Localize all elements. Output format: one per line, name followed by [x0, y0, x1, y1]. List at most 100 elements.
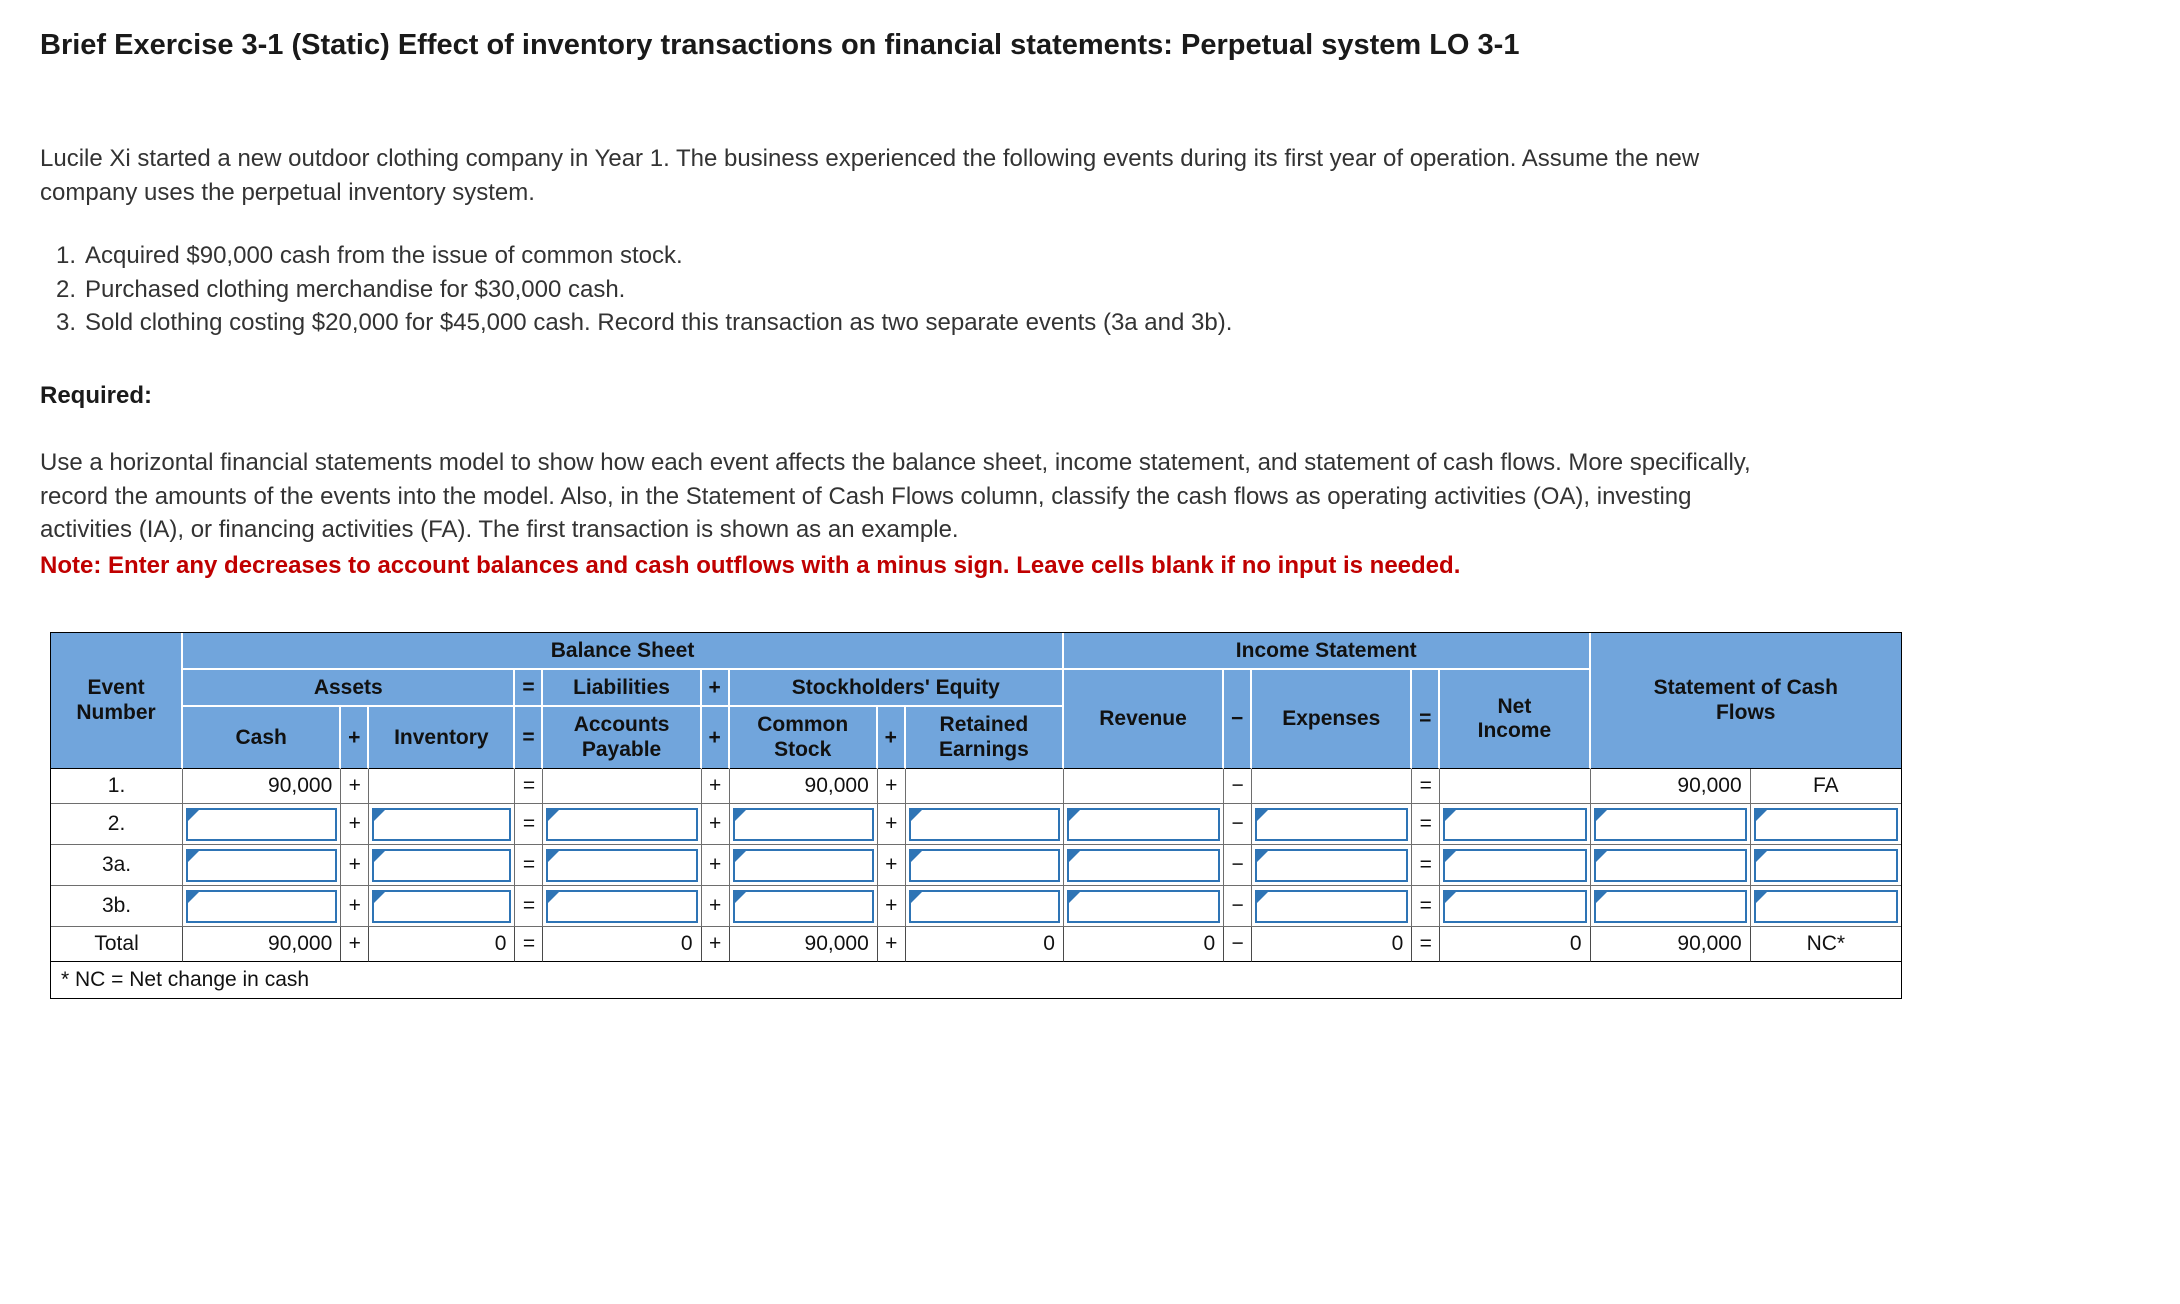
inventory-cell	[369, 845, 516, 887]
cash-input[interactable]	[186, 848, 338, 882]
header-accounts-payable: Accounts Payable	[543, 707, 702, 770]
cash-value: 90,000	[183, 769, 342, 805]
table-row-event-1: 1. 90,000 + = + 90,000 + − = 90,000	[51, 769, 1901, 805]
table-row-event-3b: 3b. + = + + − =	[51, 886, 1901, 928]
retained-earnings-cell	[905, 804, 1064, 846]
inventory-input[interactable]	[372, 889, 512, 923]
equals-operator: =	[515, 769, 544, 805]
plus-operator: +	[701, 845, 730, 887]
equals-operator: =	[1412, 927, 1441, 963]
required-label: Required:	[40, 382, 153, 410]
plus-operator: +	[341, 845, 370, 887]
revenue-input[interactable]	[1066, 889, 1221, 923]
cash-flow-amount-input[interactable]	[1593, 807, 1747, 841]
retained-earnings-input[interactable]	[908, 807, 1060, 841]
net-income-cell	[1440, 804, 1591, 846]
plus-operator: +	[701, 927, 730, 963]
statements-model-table-wrapper: Event Number Balance Sheet Income Statem…	[50, 632, 1902, 1000]
table-row-event-2: 2. + = + + − =	[51, 804, 1901, 846]
cash-flow-amount-cell	[1590, 845, 1751, 887]
equals-operator: =	[515, 845, 544, 887]
revenue-cell	[1063, 845, 1225, 887]
expenses-input[interactable]	[1255, 848, 1409, 882]
event-list-item: 3. Sold clothing costing $20,000 for $45…	[40, 306, 2140, 340]
revenue-value	[1063, 769, 1225, 805]
table-row-total: Total 90,000 + 0 = 0 + 90,000 + 0 0 − 0 …	[51, 927, 1901, 963]
common-stock-cell	[729, 845, 878, 887]
event-number-cell: 1.	[51, 769, 184, 805]
net-income-input[interactable]	[1443, 848, 1587, 882]
inventory-cell	[369, 886, 516, 928]
header-inventory: Inventory	[369, 707, 516, 770]
plus-operator: +	[877, 804, 906, 846]
cash-flow-amount-cell	[1590, 804, 1751, 846]
plus-operator: +	[877, 886, 906, 928]
cash-flow-amount: 90,000	[1590, 769, 1751, 805]
inventory-input[interactable]	[372, 807, 512, 841]
revenue-input[interactable]	[1066, 807, 1221, 841]
header-assets: Assets	[183, 670, 516, 708]
header-income-statement: Income Statement	[1063, 633, 1591, 671]
revenue-cell	[1063, 886, 1225, 928]
cash-flow-type-cell	[1750, 886, 1901, 928]
inventory-input[interactable]	[372, 848, 512, 882]
page-title: Brief Exercise 3-1 (Static) Effect of in…	[40, 29, 1520, 61]
instructions-paragraph: Use a horizontal financial statements mo…	[40, 449, 1751, 544]
equals-operator: =	[515, 886, 544, 928]
retained-earnings-input[interactable]	[908, 848, 1060, 882]
cash-flow-type-input[interactable]	[1753, 848, 1898, 882]
plus-operator: +	[877, 845, 906, 887]
cash-flow-type-input[interactable]	[1753, 889, 1898, 923]
retained-earnings-value	[905, 769, 1064, 805]
accounts-payable-input[interactable]	[546, 889, 698, 923]
net-income-input[interactable]	[1443, 889, 1587, 923]
accounts-payable-cell	[543, 845, 702, 887]
minus-operator: −	[1224, 845, 1253, 887]
cash-cell	[183, 886, 342, 928]
cash-flow-amount-input[interactable]	[1593, 848, 1747, 882]
common-stock-input[interactable]	[732, 848, 874, 882]
event-list-number: 2.	[55, 275, 76, 303]
minus-operator: −	[1224, 886, 1253, 928]
common-stock-cell	[729, 886, 878, 928]
table-footnote: * NC = Net change in cash	[51, 962, 1901, 999]
event-list-text: Purchased clothing merchandise for $30,0…	[85, 275, 626, 303]
plus-operator: +	[701, 769, 730, 805]
cash-input[interactable]	[186, 889, 338, 923]
retained-earnings-cell	[905, 845, 1064, 887]
net-income-input[interactable]	[1443, 807, 1587, 841]
revenue-cell	[1063, 804, 1225, 846]
expenses-total: 0	[1252, 927, 1413, 963]
table-footnote-row: * NC = Net change in cash	[51, 962, 1901, 999]
cash-flow-amount-input[interactable]	[1593, 889, 1747, 923]
expenses-input[interactable]	[1255, 807, 1409, 841]
plus-operator: +	[877, 769, 906, 805]
equals-operator: =	[515, 804, 544, 846]
accounts-payable-input[interactable]	[546, 848, 698, 882]
statements-model-table: Event Number Balance Sheet Income Statem…	[51, 633, 1901, 999]
equals-operator: =	[1412, 845, 1441, 887]
retained-earnings-input[interactable]	[908, 889, 1060, 923]
cash-flow-type-input[interactable]	[1753, 807, 1898, 841]
cash-input[interactable]	[186, 807, 338, 841]
header-retained-earnings: Retained Earnings	[905, 707, 1064, 770]
cash-flow-type: FA	[1750, 769, 1901, 805]
header-revenue: Revenue	[1063, 670, 1225, 770]
header-statement-of-cash-flows: Statement of Cash Flows	[1590, 633, 1901, 770]
table-row-event-3a: 3a. + = + + − =	[51, 845, 1901, 887]
revenue-input[interactable]	[1066, 848, 1221, 882]
expenses-input[interactable]	[1255, 889, 1409, 923]
header-plus-operator: +	[877, 707, 906, 770]
accounts-payable-cell	[543, 804, 702, 846]
common-stock-input[interactable]	[732, 889, 874, 923]
common-stock-value: 90,000	[729, 769, 878, 805]
header-stockholders-equity: Stockholders' Equity	[729, 670, 1064, 708]
plus-operator: +	[341, 886, 370, 928]
header-plus-operator: +	[701, 707, 730, 770]
accounts-payable-input[interactable]	[546, 807, 698, 841]
inventory-total: 0	[369, 927, 516, 963]
inventory-cell	[369, 804, 516, 846]
common-stock-input[interactable]	[732, 807, 874, 841]
equals-operator: =	[1412, 886, 1441, 928]
event-list: 1. Acquired $90,000 cash from the issue …	[40, 239, 2140, 340]
